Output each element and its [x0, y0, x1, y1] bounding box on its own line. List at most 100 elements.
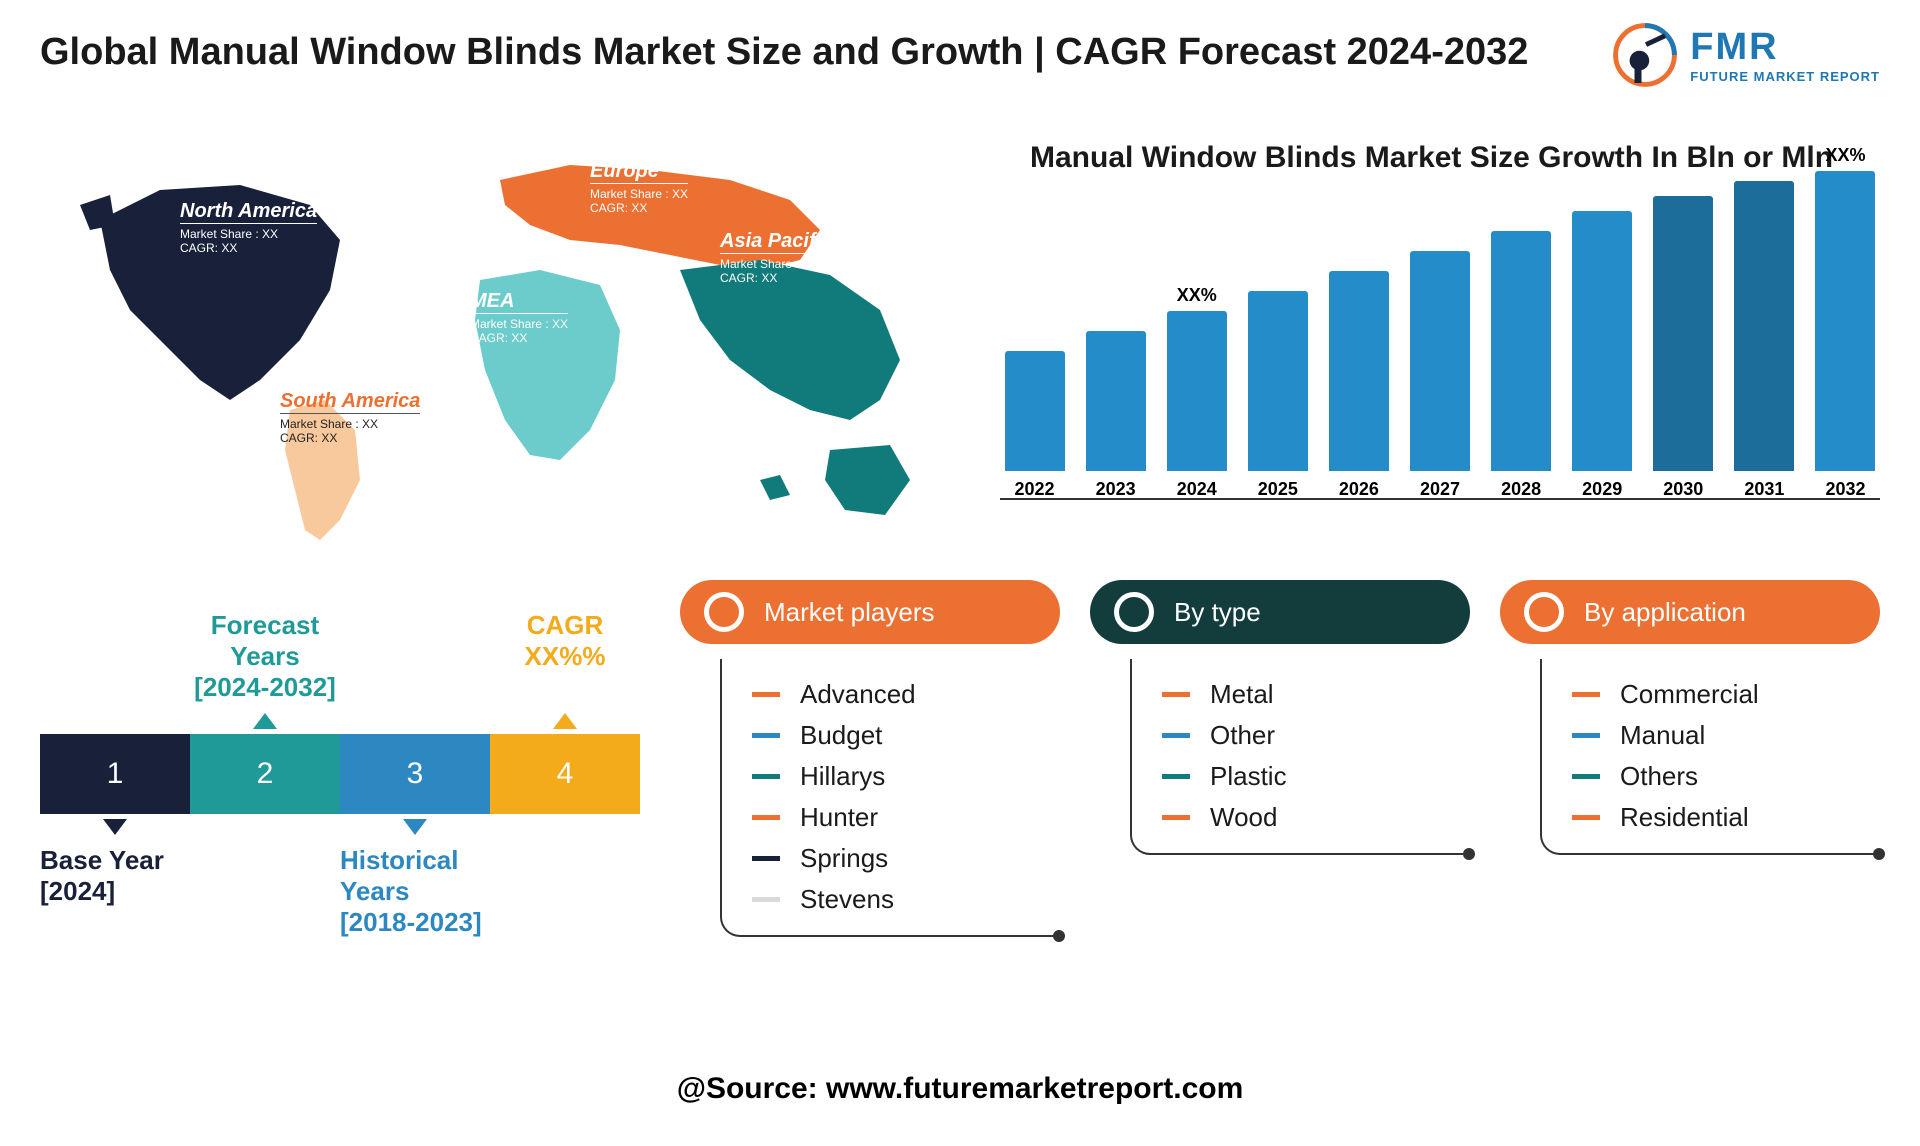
bar-2028: 2028 — [1487, 231, 1556, 500]
category-section: Market players Advanced Budget Hillarys Hunt… — [680, 580, 1880, 937]
marker-icon — [752, 897, 780, 902]
timeline-label-historical-years: Historical Years[2018-2023] — [340, 845, 490, 938]
logo-sub-text: FUTURE MARKET REPORT — [1690, 69, 1880, 84]
bar-year-label: 2027 — [1420, 479, 1460, 500]
category-item: Wood — [1162, 797, 1470, 838]
bar-year-label: 2022 — [1015, 479, 1055, 500]
bar-2023: 2023 — [1081, 331, 1150, 500]
bar-year-label: 2026 — [1339, 479, 1379, 500]
category-item: Commercial — [1572, 674, 1880, 715]
category-item-text: Springs — [800, 843, 888, 874]
region-info: Market Share : XXCAGR: XX — [280, 413, 420, 445]
bar-rect — [1815, 171, 1875, 471]
category-header: By type — [1090, 580, 1470, 644]
bar-2029: 2029 — [1568, 211, 1637, 500]
marker-icon — [1572, 774, 1600, 779]
marker-icon — [1162, 692, 1190, 697]
region-label-europe: EuropeMarket Share : XXCAGR: XX — [590, 160, 688, 215]
marker-icon — [752, 815, 780, 820]
category-col-market-players: Market players Advanced Budget Hillarys Hunt… — [680, 580, 1060, 937]
region-name: North America — [180, 200, 317, 223]
bar-year-label: 2031 — [1744, 479, 1784, 500]
bar-rect — [1248, 291, 1308, 471]
bar-2027: 2027 — [1405, 251, 1474, 500]
timeline-segment-1: 1 — [40, 734, 190, 814]
region-name: South America — [280, 390, 420, 413]
region-label-north_america: North AmericaMarket Share : XXCAGR: XX — [180, 200, 317, 255]
category-item-text: Hillarys — [800, 761, 885, 792]
marker-icon — [752, 733, 780, 738]
bar-year-label: 2030 — [1663, 479, 1703, 500]
region-name: MEA — [470, 290, 568, 313]
bar-rect — [1653, 196, 1713, 471]
region-info: Market Share : XXCAGR: XX — [180, 223, 317, 255]
bar-2031: 2031 — [1730, 181, 1799, 500]
timeline-segment-4: 4 — [490, 734, 640, 814]
arrow-up-icon — [253, 713, 277, 729]
marker-icon — [752, 774, 780, 779]
marker-icon — [1572, 692, 1600, 697]
region-label-mea: MEAMarket Share : XXCAGR: XX — [470, 290, 568, 345]
bar-year-label: 2024 — [1177, 479, 1217, 500]
bar-year-label: 2028 — [1501, 479, 1541, 500]
marker-icon — [1162, 774, 1190, 779]
category-item: Budget — [752, 715, 1060, 756]
source-attribution: @Source: www.futuremarketreport.com — [0, 1072, 1920, 1106]
bar-rect — [1572, 211, 1632, 471]
category-item-text: Other — [1210, 720, 1275, 751]
arrow-down-icon — [103, 819, 127, 835]
category-item: Residential — [1572, 797, 1880, 838]
region-name: Asia Pacific — [720, 230, 832, 253]
bar-rect — [1410, 251, 1470, 471]
timeline-top-labels: Forecast Years[2024-2032]CAGRXX%% — [40, 610, 640, 703]
timeline-bar: 1234 — [40, 734, 640, 814]
bar-rect — [1086, 331, 1146, 471]
category-item-text: Metal — [1210, 679, 1274, 710]
category-header: Market players — [680, 580, 1060, 644]
category-item-text: Advanced — [800, 679, 916, 710]
region-info: Market Share : XXCAGR: XX — [590, 183, 688, 215]
bar-annotation: XX% — [1825, 145, 1865, 166]
bar-rect — [1734, 181, 1794, 471]
fmr-logo: FMR FUTURE MARKET REPORT — [1610, 20, 1880, 90]
category-item: Metal — [1162, 674, 1470, 715]
marker-icon — [1572, 815, 1600, 820]
world-map: North AmericaMarket Share : XXCAGR: XXSo… — [60, 150, 960, 550]
bar-2026: 2026 — [1324, 271, 1393, 500]
timeline-bottom-labels: Base Year[2024]Historical Years[2018-202… — [40, 845, 640, 938]
category-item: Other — [1162, 715, 1470, 756]
marker-icon — [752, 856, 780, 861]
bar-2025: 2025 — [1243, 291, 1312, 500]
timeline-segment-2: 2 — [190, 734, 340, 814]
category-list: MetalOtherPlasticWood — [1130, 659, 1470, 855]
bar-annotation: XX% — [1177, 285, 1217, 306]
logo-main-text: FMR — [1690, 26, 1880, 69]
category-item-text: Others — [1620, 761, 1698, 792]
bar-year-label: 2025 — [1258, 479, 1298, 500]
region-label-asia_pacific: Asia PacificMarket Share : XXCAGR: XX — [720, 230, 832, 285]
bar-rect — [1167, 311, 1227, 471]
category-list: Advanced Budget Hillarys Hunter Springs Steve… — [720, 659, 1060, 937]
category-item-text: Hunter — [800, 802, 878, 833]
timeline-label-cagr: CAGRXX%% — [490, 610, 640, 703]
timeline: Forecast Years[2024-2032]CAGRXX%% 1234 B… — [40, 610, 640, 938]
category-item-text: Manual — [1620, 720, 1705, 751]
region-info: Market Share : XXCAGR: XX — [470, 313, 568, 345]
category-col-by-type: By typeMetalOtherPlasticWood — [1090, 580, 1470, 937]
category-item-text: Stevens — [800, 884, 894, 915]
bar-rect — [1491, 231, 1551, 471]
region-label-south_america: South AmericaMarket Share : XXCAGR: XX — [280, 390, 420, 445]
bar-rect — [1005, 351, 1065, 471]
category-item-text: Commercial — [1620, 679, 1759, 710]
category-header: By application — [1500, 580, 1880, 644]
page-title: Global Manual Window Blinds Market Size … — [40, 30, 1720, 76]
bar-year-label: 2023 — [1096, 479, 1136, 500]
arrow-down-icon — [403, 819, 427, 835]
category-item-text: Residential — [1620, 802, 1749, 833]
bar-2032: XX%2032 — [1811, 145, 1880, 500]
arrow-up-icon — [553, 713, 577, 729]
bars-area: 2022 2023 XX% 2024 2025 2026 2027 2028 2029 2030 2… — [1000, 200, 1880, 500]
logo-icon — [1610, 20, 1680, 90]
marker-icon — [1572, 733, 1600, 738]
header: Global Manual Window Blinds Market Size … — [40, 30, 1720, 76]
